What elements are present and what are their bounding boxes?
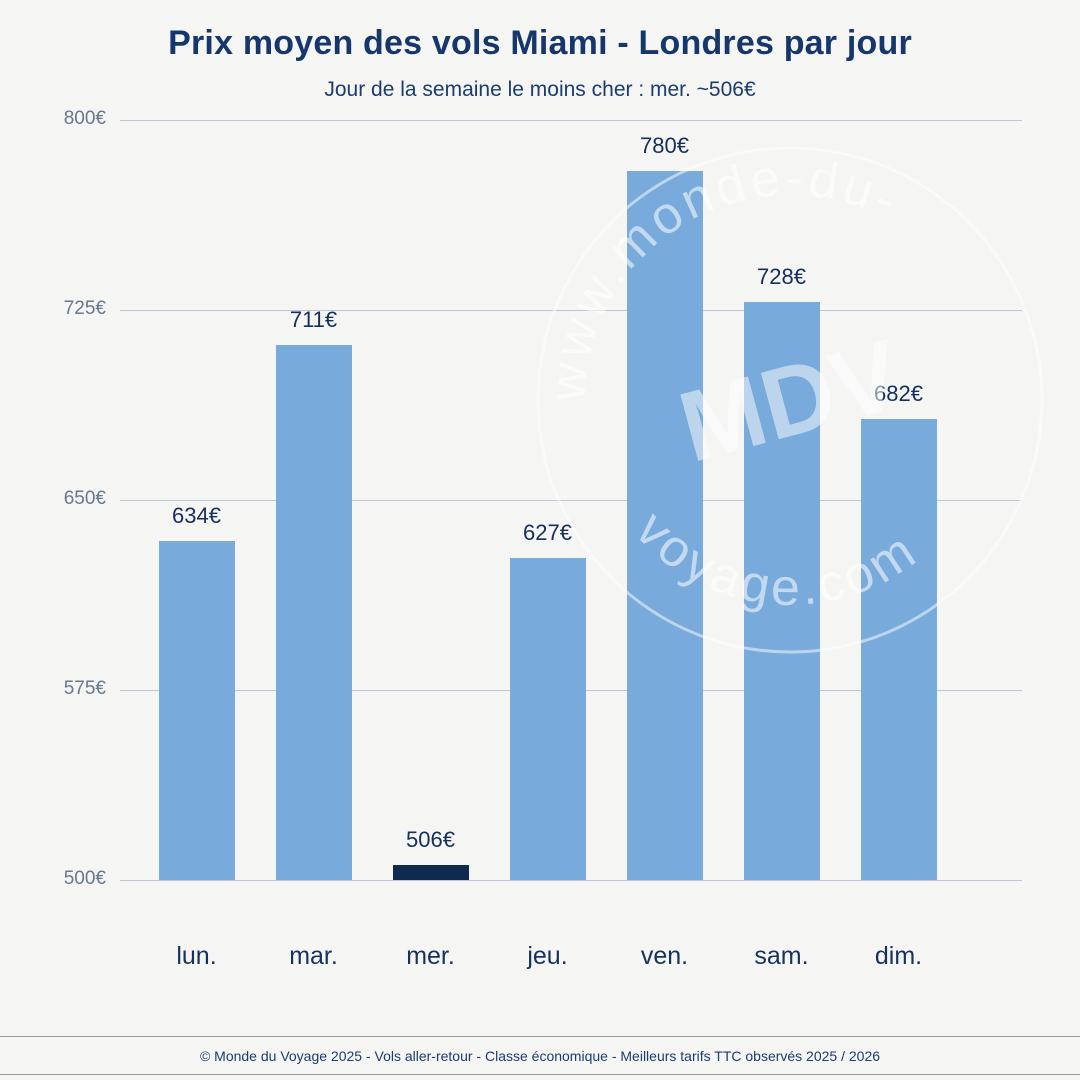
watermark-arc-top: www.monde-du- — [490, 113, 945, 418]
y-axis-label: 500€ — [63, 868, 106, 889]
bar-jeu. — [509, 558, 586, 880]
bar-value-label: 780€ — [640, 132, 689, 158]
plot-area: www.monde-du- voyage.com MDV 500€ 575€ 650… — [64, 108, 1044, 970]
chart-title: Prix moyen des vols Miami - Londres par … — [168, 24, 912, 62]
gridline-725 — [120, 310, 1022, 311]
x-axis-label: mer. — [406, 942, 455, 970]
x-axis-label: sam. — [754, 942, 809, 970]
gridline-500 — [120, 880, 1022, 881]
svg-text:www.monde-du-: www.monde-du- — [490, 113, 945, 418]
y-axis-label: 725€ — [63, 298, 106, 319]
bar-value-label: 627€ — [523, 520, 572, 546]
bar-value-label: 711€ — [289, 307, 338, 333]
chart-subtitle: Jour de la semaine le moins cher : mer. … — [324, 78, 756, 101]
x-axis-label: mar. — [289, 942, 338, 970]
gridline-800 — [120, 120, 1022, 121]
bar-value-label: 728€ — [757, 264, 806, 290]
bar-value-label: 682€ — [874, 380, 923, 406]
footer-bar: © Monde du Voyage 2025 - Vols aller-reto… — [0, 1036, 1080, 1075]
x-axis-label: jeu. — [527, 942, 568, 970]
bar-sam. — [743, 302, 820, 880]
x-axis-label: ven. — [640, 942, 689, 970]
y-axis-label: 650€ — [63, 488, 106, 509]
bar-dim. — [860, 418, 937, 880]
bar-lun. — [158, 540, 235, 880]
y-axis-label: 575€ — [63, 678, 106, 699]
y-axis-label: 800€ — [63, 108, 106, 129]
bar-mer. — [392, 864, 469, 880]
x-axis-label: lun. — [176, 942, 217, 970]
x-axis-label: dim. — [874, 942, 923, 970]
bar-mar. — [275, 345, 352, 880]
bar-ven. — [626, 170, 703, 880]
footer-text: © Monde du Voyage 2025 - Vols aller-reto… — [199, 1047, 881, 1064]
bar-value-label: 506€ — [406, 826, 455, 852]
bar-value-label: 634€ — [172, 502, 221, 528]
